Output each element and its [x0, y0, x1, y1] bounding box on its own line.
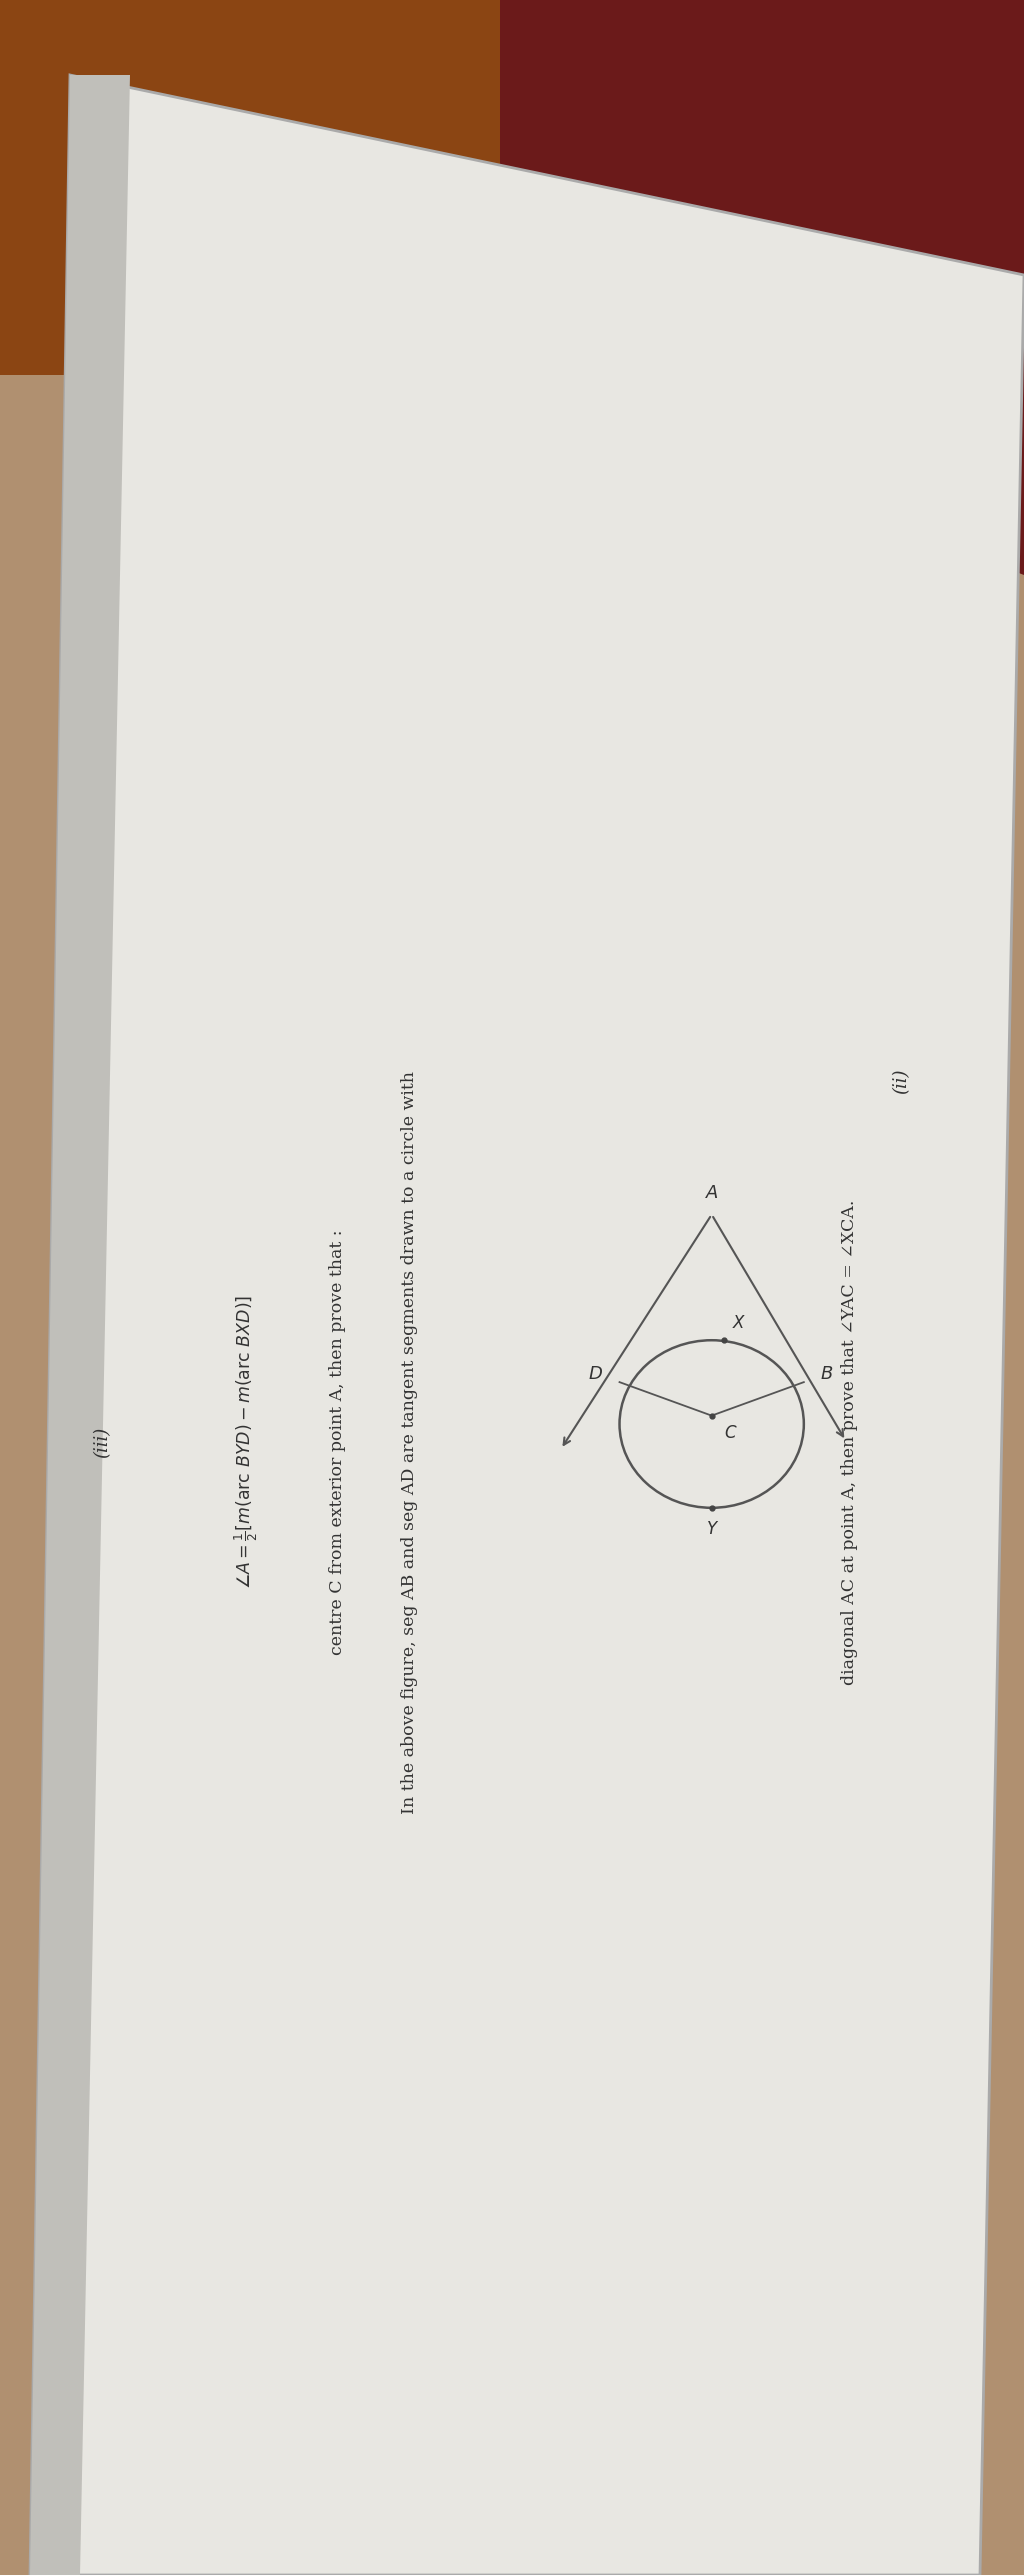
Text: diagonal AC at point A, then prove that ∠YAC = ∠XCA.: diagonal AC at point A, then prove that … — [842, 1200, 858, 1684]
Text: D: D — [589, 1365, 603, 1383]
Text: $\angle A = \frac{1}{2}[m(\mathrm{arc}\ BYD) - m(\mathrm{arc}\ BXD)]$: $\angle A = \frac{1}{2}[m(\mathrm{arc}\ … — [232, 1295, 259, 1589]
Text: C: C — [724, 1424, 736, 1442]
Text: B: B — [820, 1365, 833, 1383]
Text: centre C from exterior point A, then prove that :: centre C from exterior point A, then pro… — [330, 1228, 346, 1656]
Text: X: X — [732, 1313, 744, 1331]
Text: (iii): (iii) — [93, 1427, 112, 1457]
Text: (ii): (ii) — [892, 1069, 910, 1094]
Text: In the above figure, seg AB and seg AD are tangent segments drawn to a circle wi: In the above figure, seg AB and seg AD a… — [401, 1071, 418, 1813]
Polygon shape — [500, 0, 1024, 574]
Text: A: A — [706, 1184, 718, 1203]
Text: Y: Y — [707, 1519, 717, 1537]
Polygon shape — [30, 75, 1024, 2575]
Polygon shape — [0, 0, 1024, 376]
Polygon shape — [30, 75, 130, 2575]
